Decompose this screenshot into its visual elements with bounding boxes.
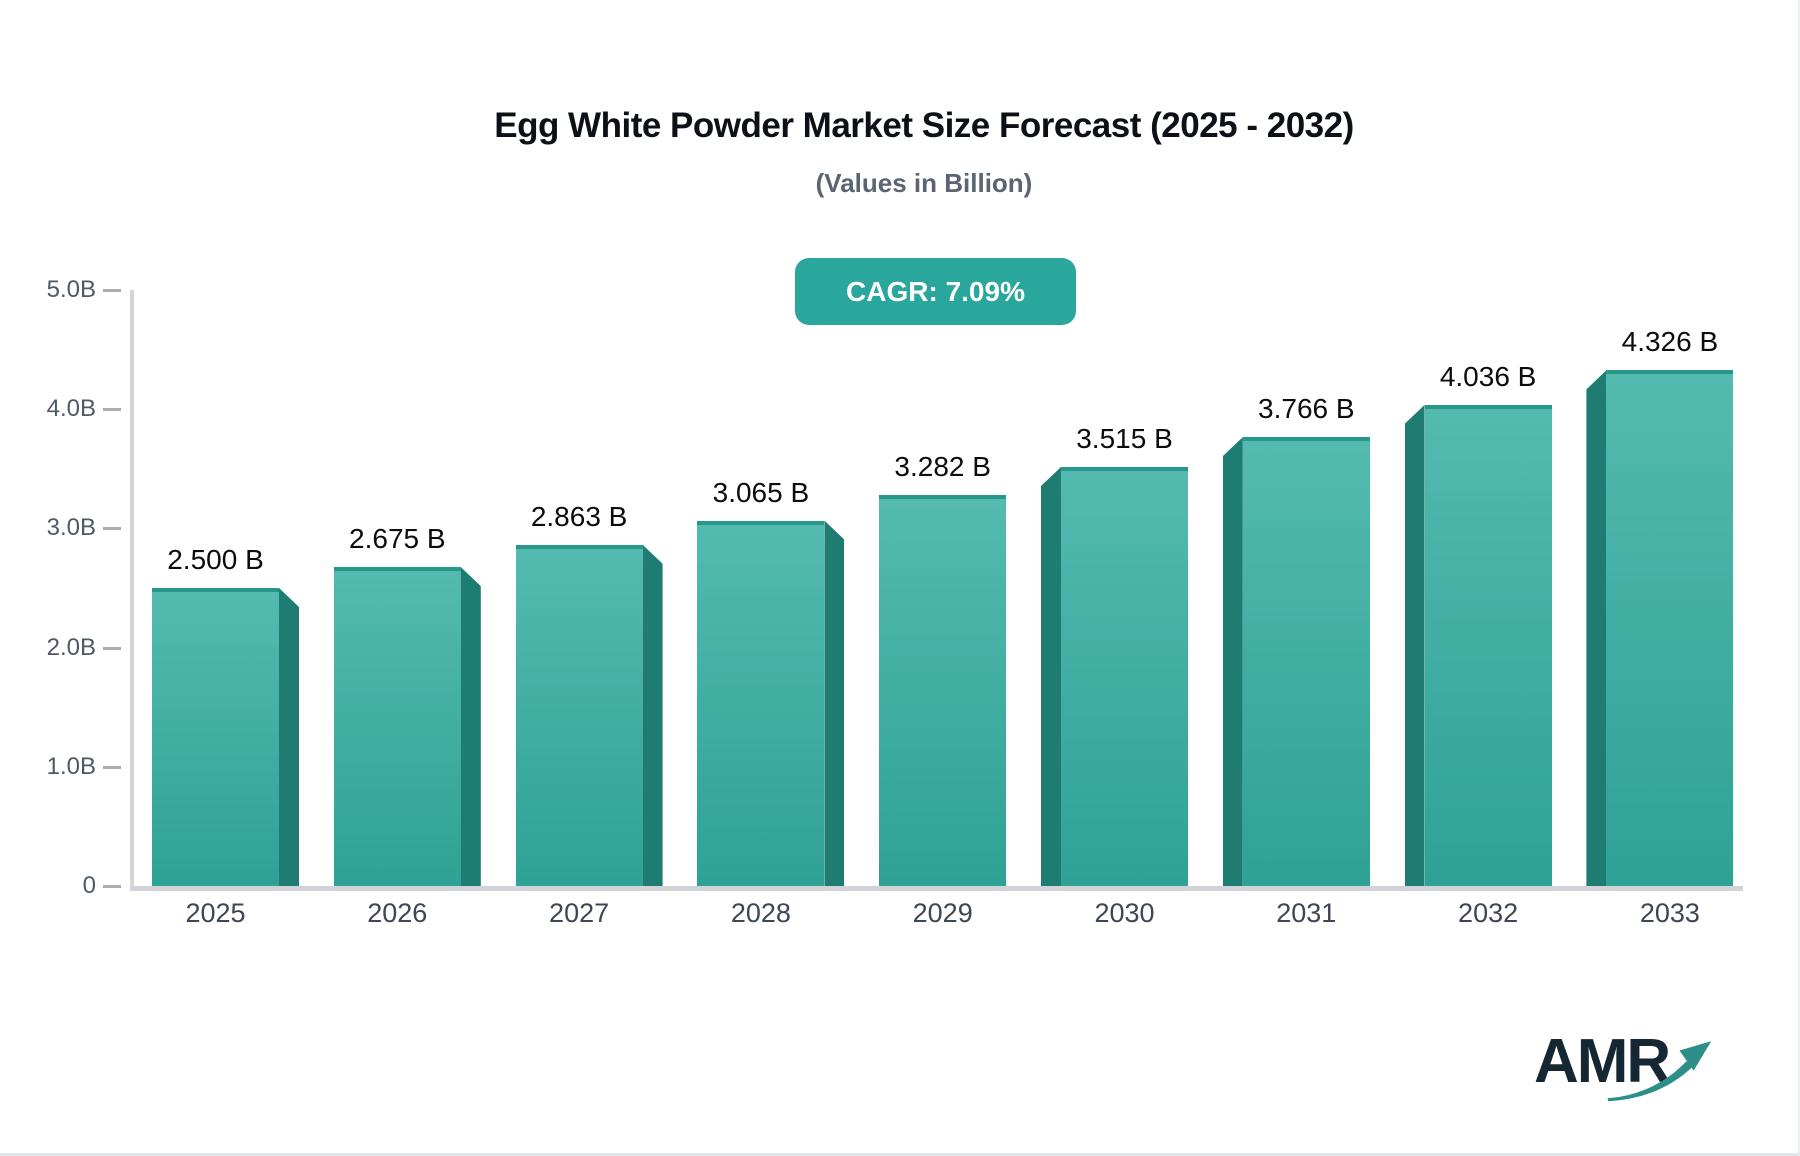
bar-value-label: 3.282 B <box>894 450 991 482</box>
y-axis-label: 5.0B <box>46 276 96 303</box>
bar-2029 <box>879 494 1007 886</box>
y-axis-tick <box>103 885 121 888</box>
page-subtitle: (Values in Billion) <box>815 168 1033 198</box>
bar-value-label: 4.326 B <box>1621 326 1719 358</box>
bar-value-label: 2.863 B <box>530 500 628 532</box>
cagr-badge: CAGR: 7.09% <box>795 258 1076 325</box>
x-axis-label: 2029 <box>912 898 973 928</box>
bar-value-label: 3.766 B <box>1258 393 1355 425</box>
y-axis-tick <box>103 646 121 650</box>
x-axis-label: 2026 <box>367 898 428 928</box>
y-axis-tick <box>103 289 121 292</box>
bar-value-label: 2.675 B <box>349 523 446 555</box>
bar-2032 <box>1424 404 1552 886</box>
x-axis-label: 2027 <box>549 898 610 928</box>
bar-2031 <box>1242 437 1370 886</box>
y-axis-line <box>130 290 134 886</box>
x-axis-line <box>130 886 1743 891</box>
page-title: Egg White Powder Market Size Forecast (2… <box>494 106 1354 145</box>
bar-value-label: 2.500 B <box>167 544 264 575</box>
growth-arrow-icon <box>1604 1036 1716 1109</box>
x-axis-label: 2033 <box>1639 898 1700 928</box>
y-axis-tick <box>103 408 121 412</box>
bar-side-face <box>279 588 299 886</box>
y-axis-label: 3.0B <box>46 514 96 542</box>
x-axis-label: 2030 <box>1094 898 1155 928</box>
bar-value-label: 3.515 B <box>1076 423 1173 454</box>
bar-value-label: 4.036 B <box>1439 360 1537 392</box>
bar-2028 <box>697 520 825 886</box>
amr-logo-text: AMR <box>1534 1027 1671 1096</box>
y-axis-label: 1.0B <box>46 752 96 780</box>
y-axis-tick <box>103 527 121 531</box>
y-axis-label: 0 <box>82 872 96 899</box>
bar-value-label: 3.065 B <box>712 476 810 508</box>
y-axis-label: 2.0B <box>46 633 96 661</box>
bar-2026 <box>333 567 461 886</box>
amr-logo: AMR <box>1500 1026 1730 1122</box>
bar-side-face <box>1041 467 1061 886</box>
bar-side-face <box>642 544 663 886</box>
bar-side-face <box>1404 404 1425 886</box>
bar-side-face <box>1586 370 1607 886</box>
y-axis-label: 4.0B <box>46 395 96 423</box>
bar-2025 <box>152 588 279 886</box>
bar-side-face <box>1222 437 1243 886</box>
bar-side-face <box>460 567 481 886</box>
bar-2033 <box>1606 370 1734 886</box>
y-axis-tick <box>103 765 121 769</box>
x-axis-label: 2025 <box>185 898 246 928</box>
x-axis-label: 2028 <box>730 898 791 928</box>
x-axis-label: 2031 <box>1276 898 1337 928</box>
x-axis-label: 2032 <box>1458 898 1519 928</box>
bar-2030 <box>1061 467 1188 886</box>
bar-side-face <box>824 520 845 886</box>
bar-2027 <box>515 544 643 886</box>
